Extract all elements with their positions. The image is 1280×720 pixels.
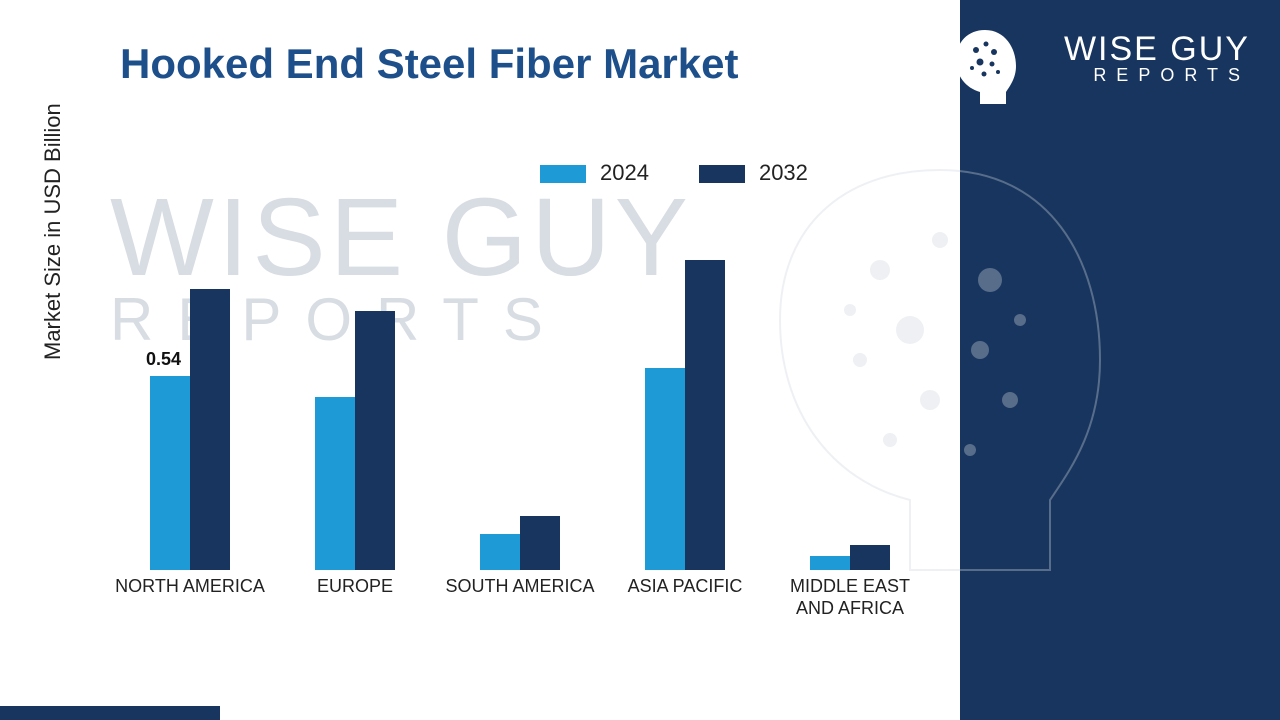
bar-2024 (150, 376, 190, 570)
bar-value-label: 0.54 (146, 349, 181, 370)
chart-area: 0.54 NORTH AMERICAEUROPESOUTH AMERICAASI… (90, 150, 910, 570)
legend-label-2024: 2024 (600, 160, 649, 185)
category-label: EUROPE (275, 576, 435, 598)
legend-swatch-2024 (540, 165, 586, 183)
legend-label-2032: 2032 (759, 160, 808, 185)
logo-head-icon (950, 28, 1020, 108)
category-label: SOUTH AMERICA (440, 576, 600, 598)
y-axis-label: Market Size in USD Billion (40, 103, 66, 360)
category-label: ASIA PACIFIC (605, 576, 765, 598)
legend-item-2032: 2032 (699, 160, 808, 186)
bar-2032 (850, 545, 890, 570)
bar-2032 (685, 260, 725, 570)
bar-2032 (190, 289, 230, 570)
category-label: NORTH AMERICA (110, 576, 270, 598)
bar-2032 (355, 311, 395, 570)
bar-2024 (315, 397, 355, 570)
logo-text-1: WISE GUY (1064, 30, 1250, 69)
chart-canvas: WISE GUY REPORTS Hooked End Steel Fiber … (0, 0, 1280, 720)
bar-2024 (810, 556, 850, 570)
footer-accent-bar (0, 706, 220, 720)
bar-2032 (520, 516, 560, 570)
legend-swatch-2032 (699, 165, 745, 183)
legend-item-2024: 2024 (540, 160, 649, 186)
category-label: MIDDLE EAST AND AFRICA (770, 576, 930, 619)
plot-region: 0.54 (90, 210, 910, 570)
chart-legend: 2024 2032 (540, 160, 808, 186)
bar-2024 (645, 368, 685, 570)
chart-title: Hooked End Steel Fiber Market (120, 40, 738, 88)
bar-2024 (480, 534, 520, 570)
brand-logo: WISE GUY REPORTS (1064, 30, 1250, 86)
